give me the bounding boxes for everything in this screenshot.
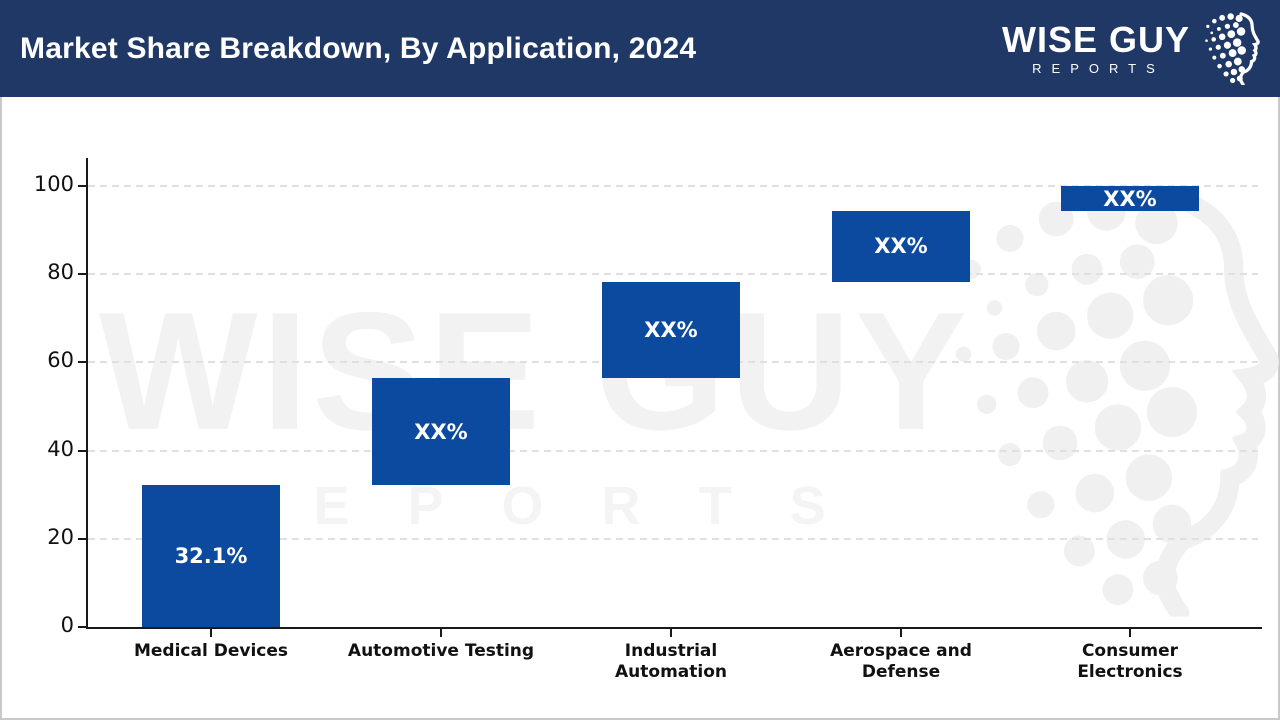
bar-value-label: 32.1% xyxy=(174,544,248,569)
y-tick-mark xyxy=(78,361,88,364)
x-axis-line xyxy=(86,627,1262,629)
watermark: WISE GUY REPORTS xyxy=(90,287,980,537)
y-tick-label: 80 xyxy=(47,260,74,285)
bar-industrial-automation: XX% xyxy=(602,281,740,378)
y-tick-mark xyxy=(78,626,88,628)
x-tick-mark xyxy=(900,629,902,637)
wiseguy-logo: WISE GUY REPORTS xyxy=(1002,11,1260,86)
category-label: Industrial Automation xyxy=(615,641,727,682)
gridline xyxy=(88,537,1258,540)
category-label: Aerospace and Defense xyxy=(830,641,972,682)
y-axis-line xyxy=(86,158,88,629)
y-tick-label: 0 xyxy=(60,613,74,637)
x-tick-mark xyxy=(440,629,442,637)
y-tick-mark xyxy=(78,537,88,540)
x-tick-mark xyxy=(210,629,212,637)
y-tick-mark xyxy=(78,449,88,452)
y-tick-label: 40 xyxy=(47,436,74,461)
y-tick-mark xyxy=(78,185,88,187)
y-tick-mark xyxy=(78,273,88,276)
header-bar: Market Share Breakdown, By Application, … xyxy=(0,0,1280,97)
bar-consumer-electronics: XX% xyxy=(1061,186,1199,212)
logo-subtext: REPORTS xyxy=(1032,60,1165,76)
gridline xyxy=(88,273,1258,276)
y-tick-label: 60 xyxy=(47,348,74,373)
gridline xyxy=(88,449,1258,452)
watermark-subtext: REPORTS xyxy=(216,476,884,536)
watermark-wordmark: WISE GUY xyxy=(98,277,972,465)
gridline xyxy=(88,185,1258,187)
bar-value-label: XX% xyxy=(1103,186,1157,211)
category-label: Automotive Testing xyxy=(347,641,535,661)
category-label: Medical Devices xyxy=(133,641,288,661)
logo-wordmark: WISE GUY xyxy=(1001,18,1190,60)
x-tick-mark xyxy=(670,629,672,637)
x-tick-mark xyxy=(1129,629,1131,637)
y-tick-label: 100 xyxy=(33,172,74,196)
chart-title: Market Share Breakdown, By Application, … xyxy=(20,31,697,65)
bar-value-label: XX% xyxy=(874,234,928,259)
bar-medical-devices: 32.1% xyxy=(142,485,280,627)
wiseguy-head-icon xyxy=(1200,11,1260,86)
logo-text: WISE GUY REPORTS xyxy=(1001,18,1190,76)
y-tick-label: 20 xyxy=(47,524,74,549)
bar-value-label: XX% xyxy=(644,317,698,342)
bar-automotive-testing: XX% xyxy=(372,377,510,486)
bar-aerospace-and-defense: XX% xyxy=(832,211,970,282)
bar-value-label: XX% xyxy=(414,419,468,444)
category-label: Consumer Electronics xyxy=(1077,641,1183,682)
